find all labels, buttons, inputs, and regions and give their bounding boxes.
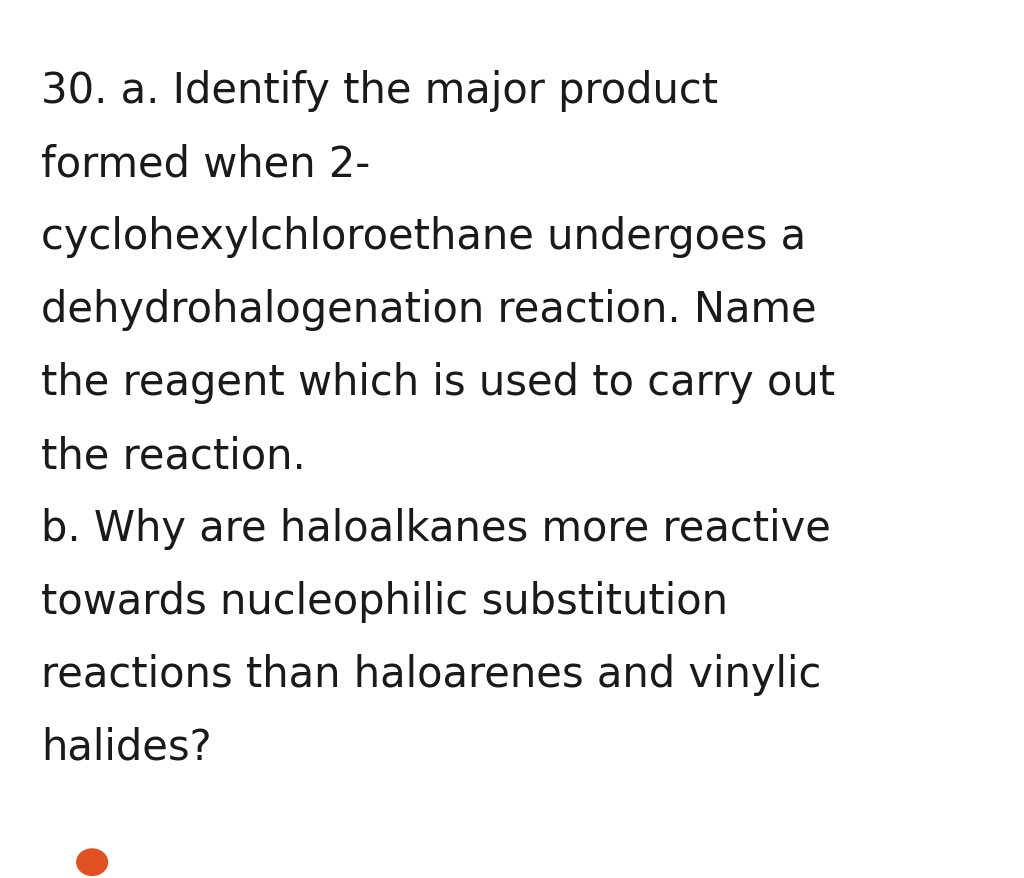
Text: 30. a. Identify the major product: 30. a. Identify the major product [41,70,718,112]
Text: dehydrohalogenation reaction. Name: dehydrohalogenation reaction. Name [41,289,816,331]
Text: cyclohexylchloroethane undergoes a: cyclohexylchloroethane undergoes a [41,216,806,258]
Text: formed when 2-: formed when 2- [41,143,371,185]
Text: towards nucleophilic substitution: towards nucleophilic substitution [41,580,728,623]
Text: the reagent which is used to carry out: the reagent which is used to carry out [41,362,836,404]
Text: halides?: halides? [41,726,212,768]
Text: reactions than haloarenes and vinylic: reactions than haloarenes and vinylic [41,653,821,695]
Text: b. Why are haloalkanes more reactive: b. Why are haloalkanes more reactive [41,507,830,550]
Text: the reaction.: the reaction. [41,435,306,477]
Circle shape [77,849,108,875]
